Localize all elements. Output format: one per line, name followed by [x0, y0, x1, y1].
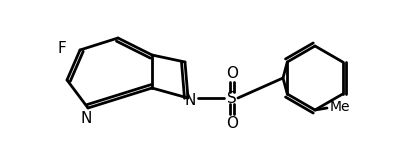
- Text: S: S: [227, 91, 237, 106]
- Text: F: F: [57, 41, 66, 56]
- Text: Me: Me: [330, 100, 350, 114]
- Text: N: N: [184, 93, 196, 108]
- Text: O: O: [226, 116, 238, 131]
- Text: N: N: [80, 110, 92, 125]
- Text: O: O: [226, 65, 238, 80]
